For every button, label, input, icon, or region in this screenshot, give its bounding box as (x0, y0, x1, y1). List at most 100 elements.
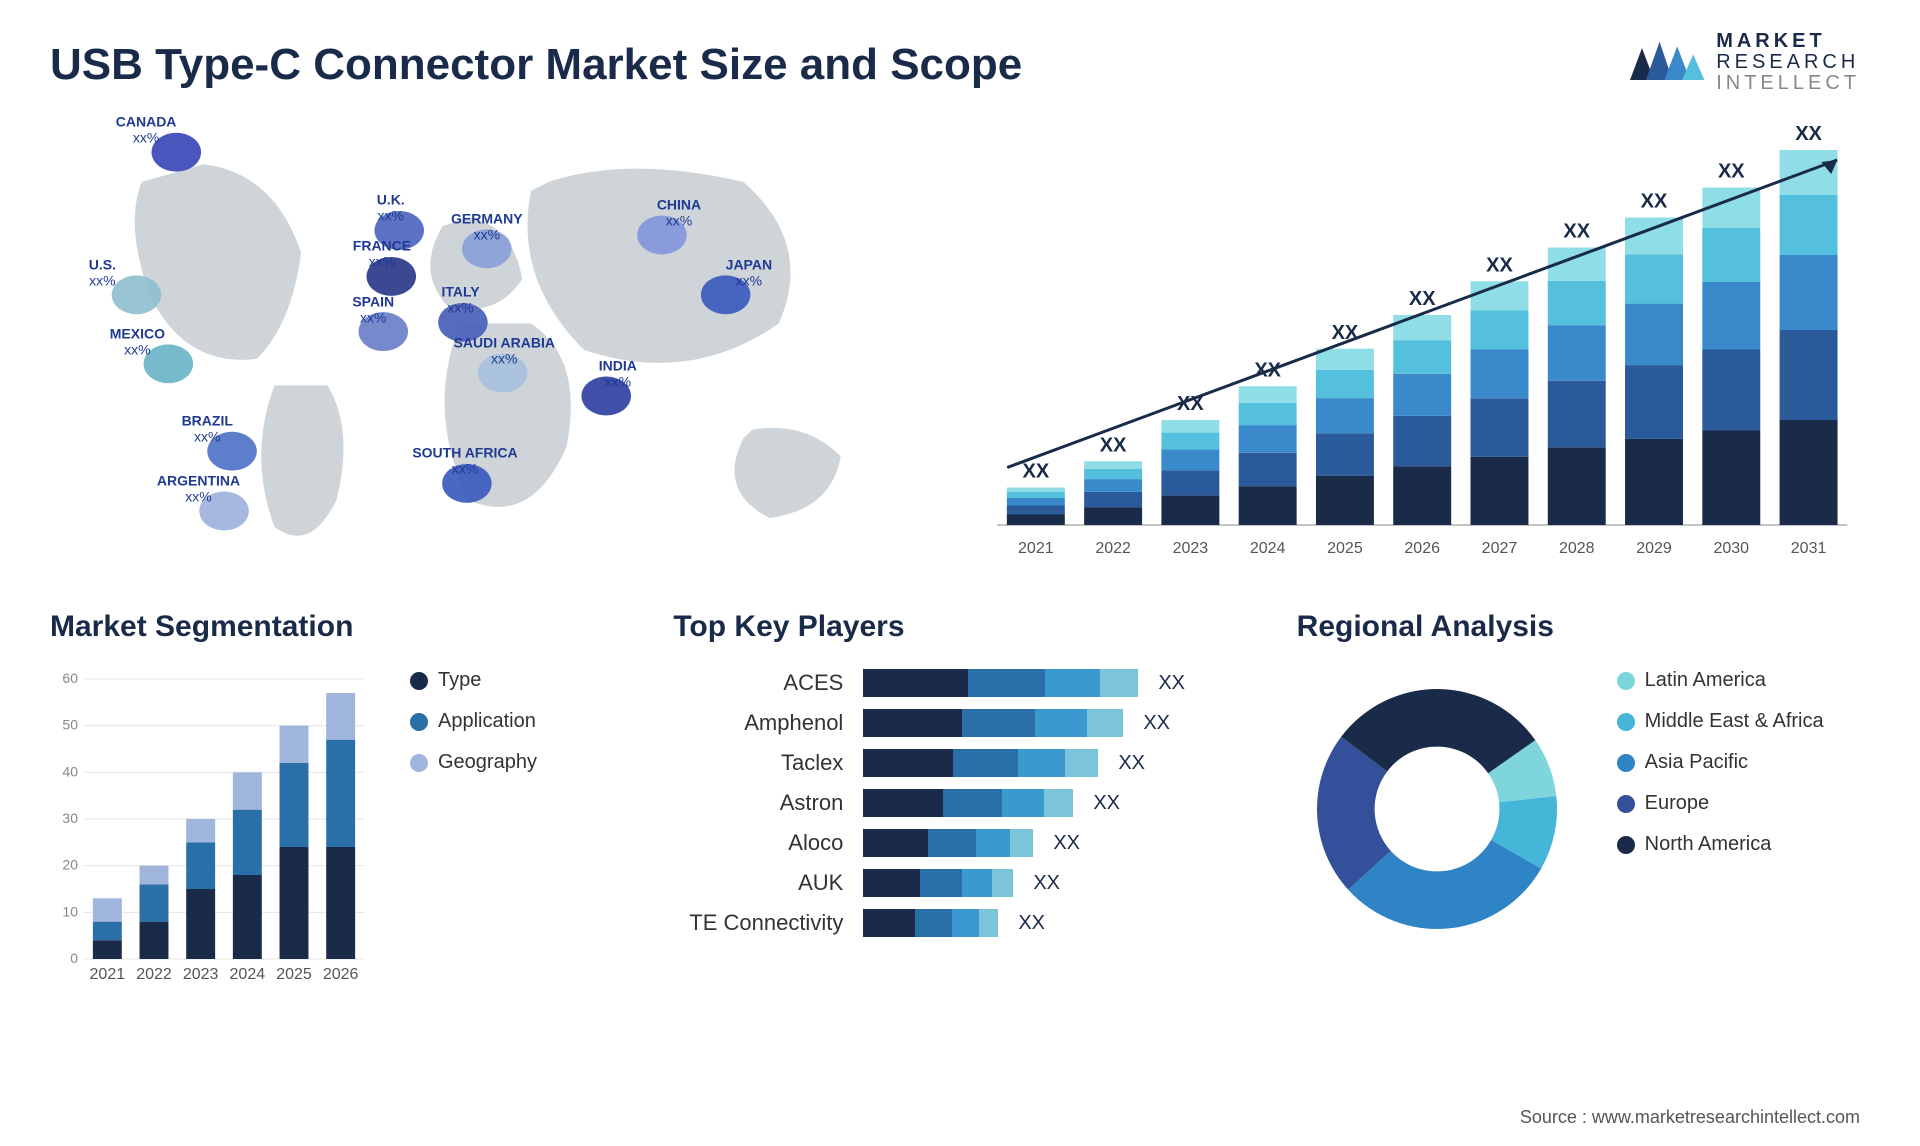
key-player-name: ACES (673, 670, 843, 696)
key-player-value: XX (1143, 712, 1170, 735)
segmentation-legend: Type Application Geography (410, 669, 537, 989)
regional-legend-item: Middle East & Africa (1617, 710, 1824, 733)
segmentation-title: Market Segmentation (50, 610, 623, 644)
svg-text:2026: 2026 (323, 966, 359, 983)
map-label-argentina: ARGENTINAxx% (157, 472, 240, 504)
map-label-india: INDIAxx% (599, 357, 637, 389)
key-player-row: TE Connectivity XX (673, 909, 1246, 937)
key-players-panel: Top Key Players ACES XX Amphenol XX Taclex XX… (673, 610, 1246, 1040)
key-player-name: Aloco (673, 830, 843, 856)
source-footer: Source : www.marketresearchintellect.com (1520, 1107, 1860, 1128)
regional-legend-item: Europe (1617, 792, 1824, 815)
map-label-germany: GERMANYxx% (451, 210, 523, 242)
key-player-row: Amphenol XX (673, 709, 1246, 737)
key-player-value: XX (1018, 912, 1045, 935)
svg-text:0: 0 (70, 950, 78, 966)
map-label-u.s.: U.S.xx% (89, 256, 116, 288)
map-label-u.k.: U.K.xx% (377, 192, 405, 224)
svg-text:XX: XX (1563, 221, 1590, 243)
map-label-china: CHINAxx% (657, 196, 701, 228)
svg-text:2026: 2026 (1404, 540, 1440, 557)
svg-text:XX: XX (1408, 288, 1435, 310)
forecast-chart: XX 2021 XX 2022 XX 2023 XX 2024 XX 2025 XX 2026 XX 20… (964, 120, 1870, 580)
svg-text:30: 30 (62, 810, 78, 826)
svg-text:2029: 2029 (1636, 540, 1672, 557)
map-label-spain: SPAINxx% (352, 293, 394, 325)
key-player-row: AUK XX (673, 869, 1246, 897)
svg-text:50: 50 (62, 717, 78, 733)
key-player-value: XX (1118, 752, 1145, 775)
svg-text:2027: 2027 (1481, 540, 1517, 557)
key-players-title: Top Key Players (673, 610, 1246, 644)
logo-text: MARKET RESEARCH INTELLECT (1716, 31, 1860, 94)
map-label-france: FRANCExx% (353, 238, 411, 270)
svg-text:XX: XX (1099, 434, 1126, 456)
segmentation-legend-item: Type (410, 669, 537, 692)
svg-text:2021: 2021 (90, 966, 126, 983)
key-player-bar (863, 709, 1123, 737)
key-player-name: Amphenol (673, 710, 843, 736)
map-label-japan: JAPANxx% (726, 256, 772, 288)
svg-text:60: 60 (62, 670, 78, 686)
segmentation-chart: 0 10 20 30 40 50 60 2021 2022 2023 2024 2025 2026 (50, 669, 370, 989)
key-player-name: Astron (673, 790, 843, 816)
regional-legend: Latin America Middle East & Africa Asia Pa… (1617, 669, 1824, 856)
svg-text:20: 20 (62, 857, 78, 873)
key-player-value: XX (1158, 672, 1185, 695)
svg-text:10: 10 (62, 903, 78, 919)
key-player-row: Aloco XX (673, 829, 1246, 857)
world-map-panel: CANADAxx%U.S.xx%MEXICOxx%BRAZILxx%ARGENT… (50, 120, 924, 580)
map-label-south-africa: SOUTH AFRICAxx% (412, 445, 517, 477)
key-player-bar (863, 789, 1073, 817)
svg-text:2028: 2028 (1559, 540, 1595, 557)
svg-text:2025: 2025 (1327, 540, 1363, 557)
key-player-bar (863, 749, 1098, 777)
svg-text:40: 40 (62, 763, 78, 779)
svg-text:2023: 2023 (1172, 540, 1208, 557)
key-player-name: Taclex (673, 750, 843, 776)
regional-donut (1297, 669, 1577, 949)
svg-text:2022: 2022 (136, 966, 172, 983)
svg-text:XX: XX (1640, 191, 1667, 213)
key-player-bar (863, 669, 1138, 697)
svg-text:XX: XX (1718, 161, 1745, 183)
regional-legend-item: North America (1617, 833, 1824, 856)
logo-mark-icon (1626, 30, 1706, 95)
key-player-row: Taclex XX (673, 749, 1246, 777)
segmentation-legend-item: Application (410, 710, 537, 733)
svg-text:2021: 2021 (1018, 540, 1054, 557)
brand-logo: MARKET RESEARCH INTELLECT (1626, 30, 1860, 95)
svg-text:2030: 2030 (1713, 540, 1749, 557)
key-player-value: XX (1053, 832, 1080, 855)
svg-text:2023: 2023 (183, 966, 219, 983)
regional-legend-item: Asia Pacific (1617, 751, 1824, 774)
segmentation-panel: Market Segmentation 0 10 20 30 40 50 60 2021 202… (50, 610, 623, 1040)
key-player-row: ACES XX (673, 669, 1246, 697)
key-players-chart: ACESXXAmphenolXXTaclexXXAstronXXAlocoXXA… (673, 669, 1246, 937)
regional-panel: Regional Analysis Latin America Middle Ea… (1297, 610, 1870, 1040)
svg-text:2024: 2024 (1249, 540, 1285, 557)
svg-text:2025: 2025 (276, 966, 312, 983)
key-player-row: Astron XX (673, 789, 1246, 817)
svg-text:XX: XX (1022, 461, 1049, 483)
map-label-mexico: MEXICOxx% (110, 325, 165, 357)
svg-text:2031: 2031 (1790, 540, 1826, 557)
svg-text:2022: 2022 (1095, 540, 1131, 557)
key-player-value: XX (1033, 872, 1060, 895)
regional-legend-item: Latin America (1617, 669, 1824, 692)
key-player-value: XX (1093, 792, 1120, 815)
svg-text:2024: 2024 (230, 966, 266, 983)
segmentation-legend-item: Geography (410, 751, 537, 774)
map-label-brazil: BRAZILxx% (182, 413, 233, 445)
svg-text:XX: XX (1486, 254, 1513, 276)
key-player-bar (863, 869, 1013, 897)
key-player-bar (863, 909, 998, 937)
svg-text:XX: XX (1331, 322, 1358, 344)
map-label-saudi-arabia: SAUDI ARABIAxx% (454, 334, 555, 366)
regional-title: Regional Analysis (1297, 610, 1870, 644)
key-player-name: AUK (673, 870, 843, 896)
svg-text:XX: XX (1795, 123, 1822, 145)
key-player-name: TE Connectivity (673, 910, 843, 936)
map-label-canada: CANADAxx% (116, 114, 177, 146)
key-player-bar (863, 829, 1033, 857)
